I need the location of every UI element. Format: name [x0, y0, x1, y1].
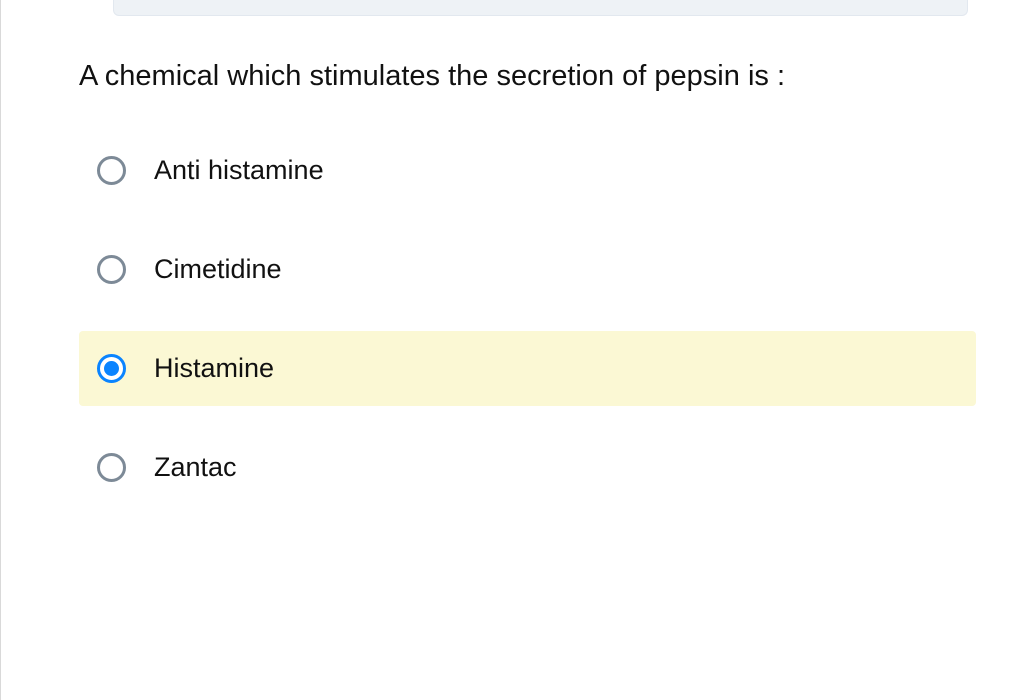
radio-fill-icon [104, 361, 119, 376]
option-label: Anti histamine [154, 155, 324, 186]
question-text: A chemical which stimulates the secretio… [79, 54, 976, 99]
option-label: Zantac [154, 452, 237, 483]
option-anti-histamine[interactable]: Anti histamine [79, 133, 976, 208]
radio-icon [97, 156, 126, 185]
radio-icon [97, 255, 126, 284]
option-label: Histamine [154, 353, 274, 384]
question-frame: A chemical which stimulates the secretio… [0, 0, 1024, 700]
option-histamine[interactable]: Histamine [79, 331, 976, 406]
radio-icon [97, 453, 126, 482]
option-cimetidine[interactable]: Cimetidine [79, 232, 976, 307]
option-label: Cimetidine [154, 254, 282, 285]
radio-icon [97, 354, 126, 383]
option-zantac[interactable]: Zantac [79, 430, 976, 505]
options-group: Anti histamine Cimetidine Histamine Zant… [79, 133, 976, 505]
header-placeholder-box [113, 0, 968, 16]
